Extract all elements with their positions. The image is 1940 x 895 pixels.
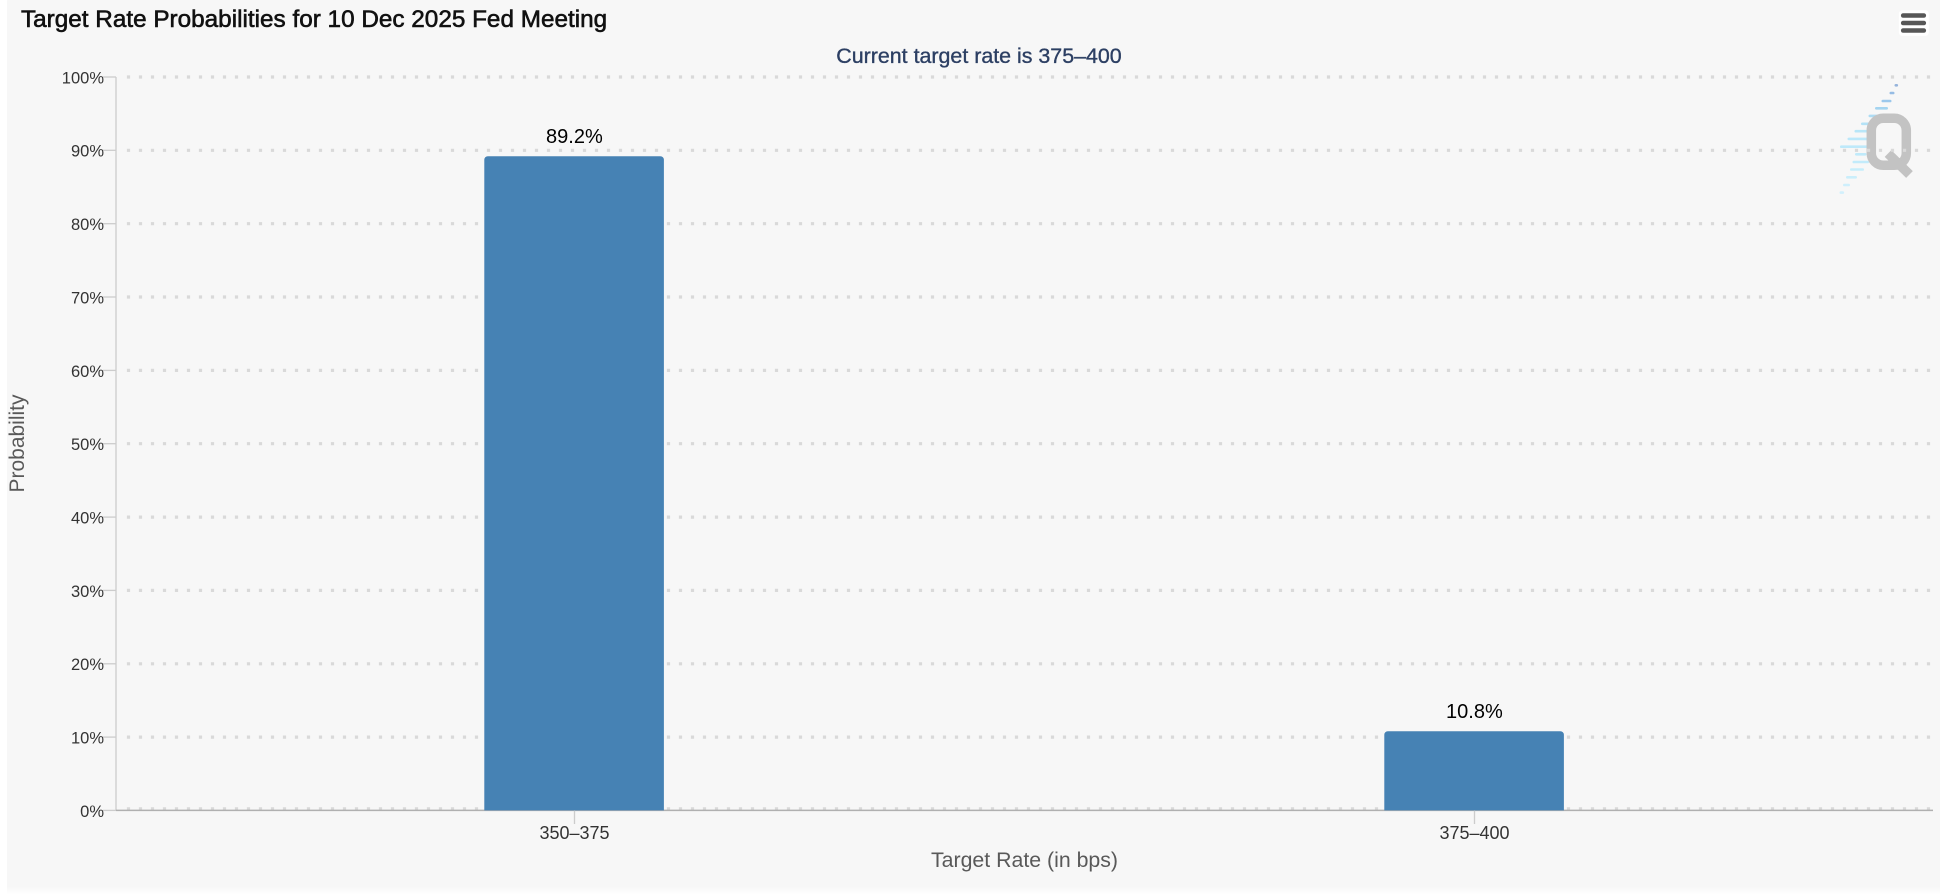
- svg-text:10%: 10%: [71, 730, 104, 748]
- svg-text:Target Rate Probabilities for: Target Rate Probabilities for 10 Dec 202…: [21, 6, 607, 33]
- svg-text:89.2%: 89.2%: [546, 126, 603, 148]
- svg-text:20%: 20%: [71, 656, 104, 674]
- svg-text:50%: 50%: [71, 436, 104, 454]
- svg-text:90%: 90%: [71, 143, 104, 161]
- svg-text:10.8%: 10.8%: [1446, 701, 1503, 723]
- svg-text:Current target rate is 375–400: Current target rate is 375–400: [836, 44, 1121, 68]
- svg-text:60%: 60%: [71, 363, 104, 381]
- svg-text:375–400: 375–400: [1439, 823, 1509, 843]
- svg-text:40%: 40%: [71, 510, 104, 528]
- svg-text:80%: 80%: [71, 216, 104, 234]
- svg-text:100%: 100%: [62, 69, 105, 87]
- svg-text:0%: 0%: [80, 803, 104, 821]
- svg-text:Probability: Probability: [6, 394, 29, 493]
- svg-text:Target Rate (in bps): Target Rate (in bps): [931, 848, 1118, 872]
- svg-text:70%: 70%: [71, 289, 104, 307]
- svg-text:350–375: 350–375: [539, 823, 609, 843]
- svg-text:30%: 30%: [71, 583, 104, 601]
